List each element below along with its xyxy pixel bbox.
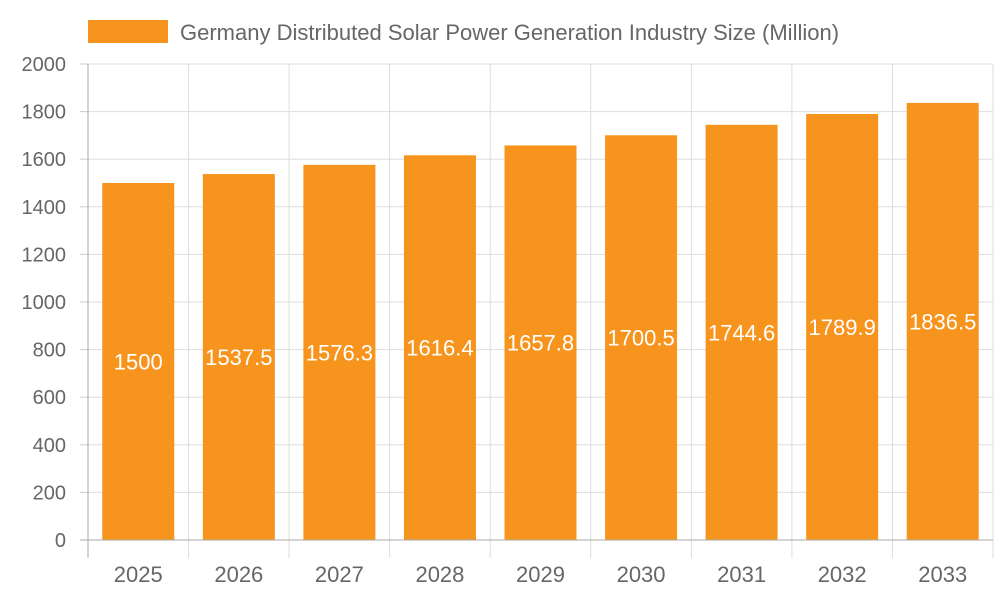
data-label: 1744.6 [708,320,775,345]
legend: Germany Distributed Solar Power Generati… [88,20,839,45]
bar [605,135,678,540]
x-tick-label: 2025 [114,562,163,587]
data-label: 1537.5 [205,345,272,370]
x-tick-label: 2029 [516,562,565,587]
bar [202,174,275,540]
y-tick-label: 400 [33,435,66,457]
x-tick-label: 2026 [214,562,263,587]
bar [102,183,175,540]
data-label: 1789.9 [809,315,876,340]
bars: 1500 1537.5 1576.3 1616.4 1657.8 1700.5 1744.6… [102,102,979,541]
legend-label: Germany Distributed Solar Power Generati… [180,20,839,45]
bar [403,155,476,540]
y-tick-label: 0 [55,530,66,552]
legend-swatch [88,20,168,43]
y-tick-label: 1200 [22,244,67,266]
bar [303,164,376,540]
axes: 0 200 400 600 800 1000 1200 1400 1600 1800 2000 202… [22,54,993,587]
y-tick-label: 1800 [22,102,67,124]
data-label: 1616.4 [406,336,473,361]
data-label: 1500 [114,350,163,375]
y-tick-label: 1000 [22,292,67,314]
data-label: 1836.5 [909,309,976,334]
bar [504,145,577,540]
x-tick-label: 2028 [415,562,464,587]
y-tick-label: 1400 [22,197,67,219]
y-tick-label: 800 [33,340,66,362]
x-tick-label: 2031 [717,562,766,587]
bar [906,102,979,541]
data-label: 1700.5 [607,326,674,351]
data-label: 1657.8 [507,331,574,356]
x-tick-label: 2027 [315,562,364,587]
y-tick-label: 200 [33,482,66,504]
bar [806,114,879,541]
bar [705,124,778,540]
data-label: 1576.3 [306,340,373,365]
x-tick-label: 2033 [918,562,967,587]
y-tick-label: 1600 [22,149,67,171]
x-tick-label: 2032 [818,562,867,587]
y-tick-label: 600 [33,387,66,409]
y-tick-label: 2000 [22,54,67,76]
x-tick-label: 2030 [617,562,666,587]
